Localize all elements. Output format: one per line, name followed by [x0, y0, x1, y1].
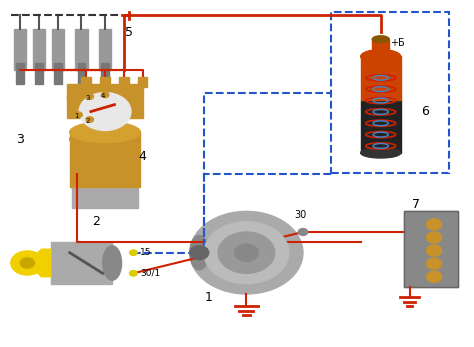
- Text: 15: 15: [140, 248, 152, 257]
- Circle shape: [190, 246, 209, 260]
- Text: 3: 3: [85, 95, 90, 101]
- Bar: [54, 64, 62, 84]
- Circle shape: [190, 211, 303, 294]
- Bar: [99, 29, 111, 70]
- Circle shape: [129, 271, 137, 276]
- Ellipse shape: [103, 246, 121, 280]
- Circle shape: [20, 258, 35, 268]
- Bar: [14, 29, 27, 70]
- Circle shape: [235, 244, 258, 261]
- Text: 7: 7: [412, 198, 420, 211]
- Ellipse shape: [372, 36, 389, 43]
- Bar: [138, 77, 147, 87]
- Text: 4: 4: [100, 93, 105, 99]
- Text: 1: 1: [205, 291, 213, 304]
- Circle shape: [129, 250, 137, 255]
- Bar: [72, 180, 138, 208]
- Circle shape: [11, 251, 44, 275]
- Bar: [101, 64, 109, 84]
- Ellipse shape: [72, 177, 138, 197]
- Circle shape: [204, 222, 289, 283]
- Circle shape: [427, 232, 442, 243]
- Text: 30: 30: [294, 210, 307, 220]
- Bar: [404, 211, 458, 287]
- Bar: [17, 64, 24, 84]
- Bar: [361, 57, 401, 100]
- Circle shape: [86, 117, 93, 122]
- Ellipse shape: [67, 86, 143, 110]
- Bar: [100, 77, 110, 87]
- Bar: [404, 211, 458, 287]
- Circle shape: [218, 232, 275, 273]
- Bar: [119, 77, 128, 87]
- Bar: [75, 29, 88, 70]
- Polygon shape: [27, 249, 51, 277]
- Bar: [51, 242, 112, 283]
- Bar: [33, 29, 45, 70]
- Circle shape: [86, 94, 93, 99]
- Text: 6: 6: [421, 105, 429, 118]
- Circle shape: [427, 245, 442, 256]
- Bar: [331, 12, 449, 174]
- Text: 2: 2: [91, 215, 100, 228]
- Bar: [372, 39, 389, 57]
- Bar: [70, 132, 140, 187]
- Text: 2: 2: [85, 118, 90, 124]
- Bar: [78, 64, 85, 84]
- Bar: [67, 84, 143, 118]
- Bar: [82, 77, 91, 87]
- Circle shape: [79, 93, 131, 130]
- Text: 5: 5: [125, 26, 133, 39]
- Circle shape: [427, 271, 442, 282]
- Circle shape: [75, 112, 82, 118]
- Ellipse shape: [70, 122, 140, 143]
- Bar: [36, 64, 43, 84]
- Circle shape: [427, 258, 442, 269]
- Bar: [52, 29, 64, 70]
- Text: 30/1: 30/1: [140, 269, 161, 278]
- Text: +Б: +Б: [390, 38, 405, 48]
- Ellipse shape: [190, 236, 209, 270]
- Circle shape: [101, 92, 109, 98]
- Ellipse shape: [361, 148, 401, 158]
- Circle shape: [427, 219, 442, 230]
- Circle shape: [298, 229, 308, 236]
- Ellipse shape: [361, 50, 401, 64]
- Text: 1: 1: [74, 113, 78, 119]
- Text: 4: 4: [139, 150, 146, 163]
- Text: 3: 3: [16, 133, 24, 146]
- Bar: [361, 100, 401, 153]
- Ellipse shape: [70, 129, 140, 150]
